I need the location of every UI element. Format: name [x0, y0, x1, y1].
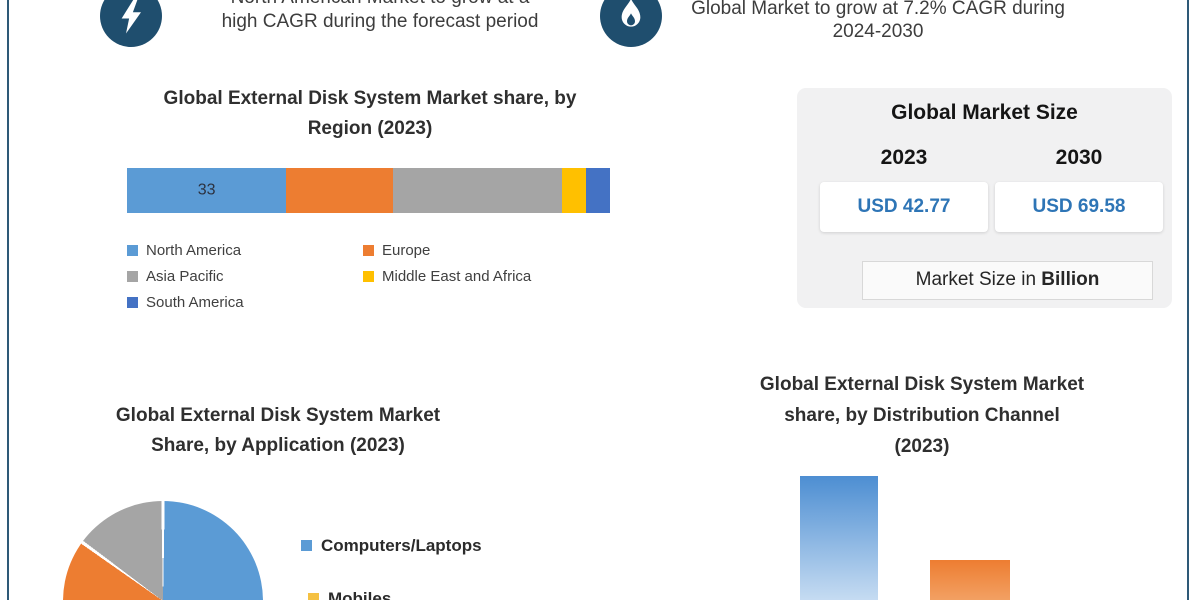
- unit-note-prefix: Market Size in: [915, 269, 1042, 290]
- distribution-bar-plot: [800, 476, 1010, 600]
- fact-line-1: North American Market to grow at a: [172, 0, 588, 10]
- legend-label: Europe: [382, 241, 431, 259]
- bar-segment-asia-pacific: [392, 168, 562, 213]
- flame-glyph: [621, 0, 641, 27]
- legend-item-europe: Europe: [363, 237, 610, 263]
- panel-title: Global Market Size: [891, 101, 1078, 124]
- distribution-chart-title-line-2: share, by Distribution Channel: [784, 405, 1060, 426]
- fact-north-america: North American Market to grow at a high …: [172, 0, 588, 34]
- unit-note-bold: Billion: [1041, 269, 1100, 290]
- application-chart-title-line-1: Global External Disk System Market: [115, 405, 441, 426]
- legend-label: Computers/Laptops: [321, 536, 482, 555]
- legend-marker: [308, 593, 319, 600]
- distribution-chart-title: Global External Disk System Market share…: [702, 369, 1142, 462]
- distribution-chart-title-line-3: (2023): [894, 436, 950, 457]
- segment-value-label: 33: [197, 180, 216, 198]
- distribution-bar-1: [800, 476, 878, 600]
- distribution-bar-2: [930, 560, 1010, 600]
- legend-marker: [127, 296, 138, 308]
- legend-item-south-america: South America: [127, 289, 363, 315]
- left-border-line: [7, 0, 9, 600]
- fact-line-1: Global Market to grow at 7.2% CAGR durin…: [691, 0, 1065, 19]
- market-size-unit-note: Market Size in Billion: [862, 261, 1153, 300]
- region-chart-title-line-1: Global External Disk System Market share…: [163, 88, 577, 109]
- region-legend: North America Europe Asia Pacific Middle…: [127, 237, 610, 315]
- legend-marker: [363, 244, 374, 256]
- fact-line-2: high CAGR during the forecast period: [221, 11, 539, 32]
- legend-label: South America: [146, 293, 244, 311]
- bar-segment-middle-east-africa: [561, 168, 586, 213]
- legend-label: North America: [146, 241, 242, 259]
- panel-years-row: 2023 2030: [820, 144, 1163, 172]
- value-2030: USD 69.58: [995, 182, 1163, 232]
- year-2030: 2030: [1055, 146, 1103, 169]
- legend-marker: [127, 244, 138, 256]
- application-pie: [63, 501, 263, 600]
- legend-item-asia-pacific: Asia Pacific: [127, 263, 363, 289]
- legend-item-north-america: North America: [127, 237, 363, 263]
- region-chart-title-line-2: Region (2023): [307, 118, 433, 139]
- lightning-glyph: [121, 0, 141, 34]
- legend-marker: [363, 270, 374, 282]
- bar-segment-south-america: [585, 168, 610, 213]
- flame-icon: [600, 0, 662, 47]
- right-border-line: [1187, 0, 1189, 600]
- legend-marker: [127, 270, 138, 282]
- distribution-chart-title-line-1: Global External Disk System Market: [759, 374, 1085, 395]
- legend-marker: [301, 540, 312, 551]
- region-stacked-bar: 33: [127, 168, 610, 213]
- bar-segment-north-america: 33: [127, 168, 287, 213]
- application-chart-title-line-2: Share, by Application (2023): [151, 435, 405, 456]
- application-chart-title: Global External Disk System Market Share…: [58, 401, 498, 461]
- fact-line-2: 2024-2030: [832, 21, 924, 42]
- legend-item-middle-east-africa: Middle East and Africa: [363, 263, 610, 289]
- legend-label: Middle East and Africa: [382, 267, 532, 285]
- legend-item-mobiles: Mobiles: [308, 589, 391, 600]
- panel-values-row: USD 42.77 USD 69.58: [820, 182, 1163, 232]
- year-2023: 2023: [880, 146, 928, 169]
- fact-global-cagr: Global Market to grow at 7.2% CAGR durin…: [668, 0, 1088, 43]
- legend-label: Asia Pacific: [146, 267, 224, 285]
- value-2023: USD 42.77: [820, 182, 988, 232]
- legend-item-computers-laptops: Computers/Laptops: [301, 536, 482, 556]
- lightning-icon: [100, 0, 162, 47]
- legend-label: Mobiles: [328, 589, 392, 600]
- region-chart-title: Global External Disk System Market share…: [110, 84, 630, 144]
- global-market-size-panel: Global Market Size 2023 2030 USD 42.77 U…: [797, 88, 1172, 308]
- bar-segment-europe: [286, 168, 393, 213]
